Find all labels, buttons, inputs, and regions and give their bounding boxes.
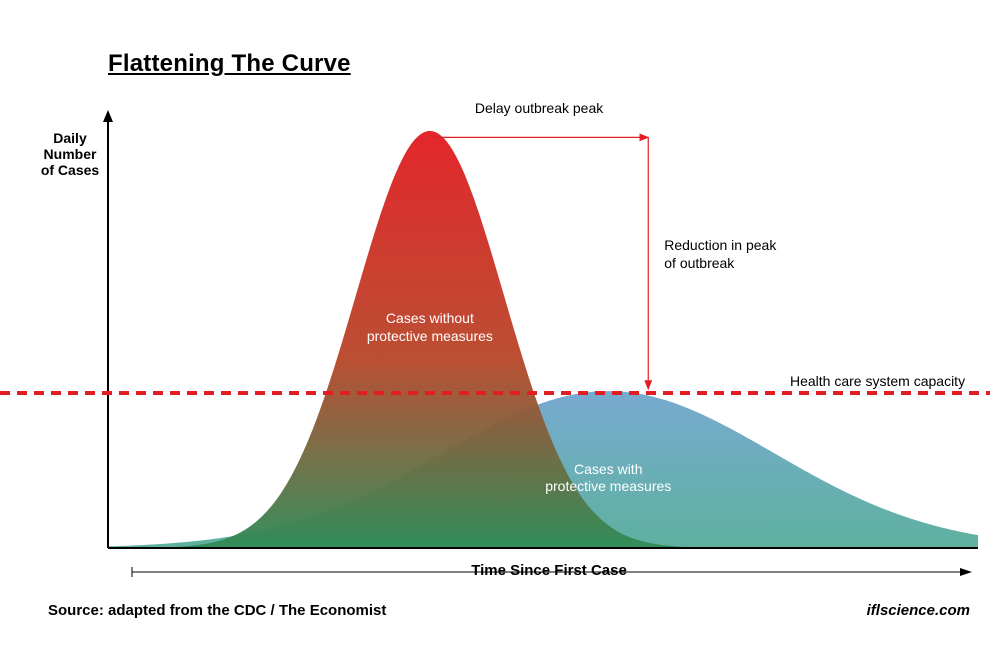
x-axis-label: Time Since First Case [108,562,990,579]
y-axis-label: Daily Number of Cases [38,130,102,178]
reduction-line2: of outbreak [664,255,734,271]
label-with-line1: Cases with [574,461,642,477]
y-axis-arrowhead [103,110,113,122]
label-without-line1: Cases without [386,310,474,326]
page-root: Flattening The Curve Daily Number of Cas… [0,0,1000,667]
capacity-label: Health care system capacity [790,373,965,389]
delay-outbreak-label: Delay outbreak peak [439,100,639,116]
label-with-line2: protective measures [545,478,671,494]
y-axis-label-line1: Daily [53,130,86,146]
watermark: iflscience.com [867,602,970,619]
plot-area: Health care system capacity Cases withou… [108,118,990,548]
y-axis-label-line2: Number [44,146,97,162]
source-attribution: Source: adapted from the CDC / The Econo… [48,602,386,619]
label-with-measures: Cases with protective measures [518,461,698,496]
y-axis-label-line3: of Cases [41,162,99,178]
capacity-line-svg [0,390,990,396]
chart-title: Flattening The Curve [108,50,351,78]
reduction-line1: Reduction in peak [664,237,776,253]
label-without-measures: Cases without protective measures [340,310,520,345]
reduction-label: Reduction in peak of outbreak [664,237,776,272]
label-without-line2: protective measures [367,328,493,344]
